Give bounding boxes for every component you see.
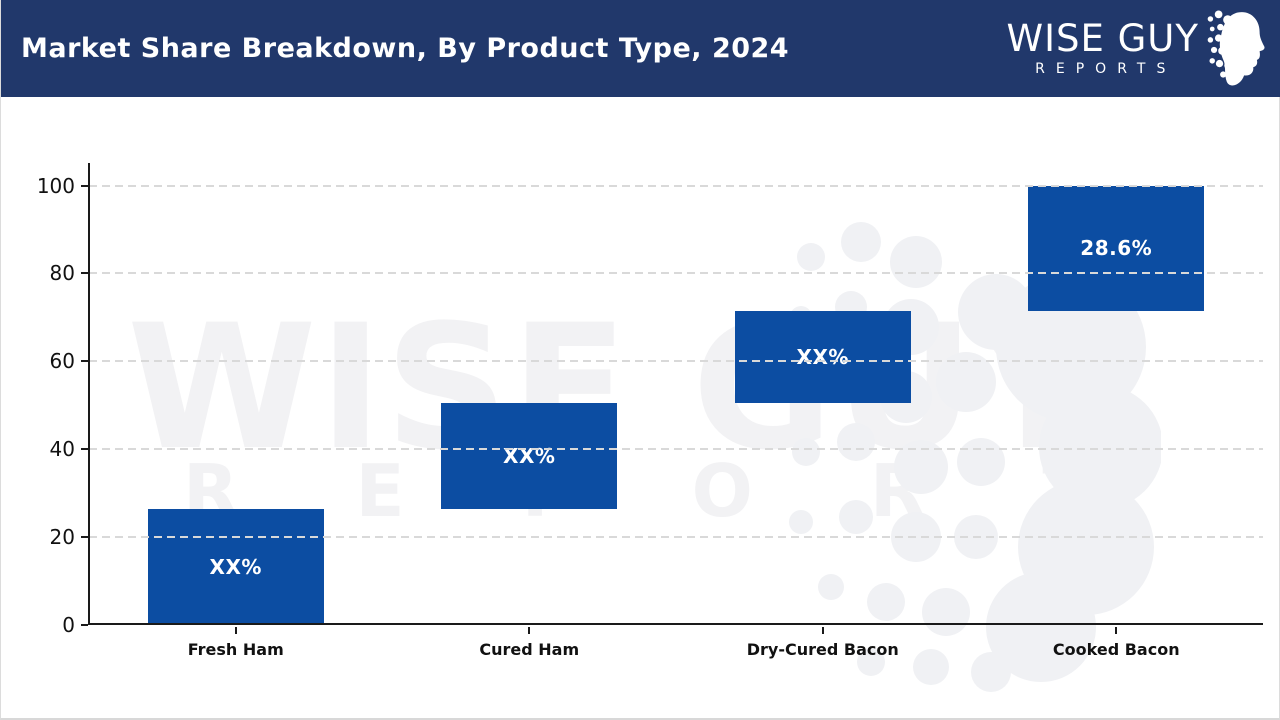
y-tick-mark-60 [81,360,88,363]
bar-value-label: 28.6% [1080,236,1153,261]
header-banner: Market Share Breakdown, By Product Type,… [1,0,1280,97]
bar-value-label: XX% [503,444,556,468]
x-category-label-cured-ham: Cured Ham [479,640,580,659]
logo-wordmark: WISE GUY REPORTS [1006,17,1199,77]
gridline-100 [89,184,1263,187]
x-tick-mark-cured-ham [528,627,531,634]
page-title: Market Share Breakdown, By Product Type,… [21,33,790,64]
bar-cured-ham: XX% [441,403,618,509]
y-tick-label-80: 80 [49,261,75,286]
y-tick-mark-0 [81,624,88,626]
bar-dry-cured-bacon: XX% [734,311,911,404]
y-tick-mark-40 [81,448,88,451]
y-tick-label-40: 40 [49,437,75,462]
bar-cooked-bacon: 28.6% [1028,185,1205,312]
chart-area: WISE GUY R E P O R T S 020406080100XX%Fr… [1,97,1280,717]
logo-wordmark-line2: REPORTS [1035,60,1177,77]
x-tick-mark-cooked-bacon [1115,627,1118,634]
gridline-60 [89,360,1263,363]
bar-value-label: XX% [796,345,849,370]
brand-logo: WISE GUY REPORTS [1007,8,1267,90]
y-tick-label-60: 60 [49,349,75,374]
y-tick-label-100: 100 [36,173,75,198]
logo-wordmark-line1: WISE GUY [1006,17,1199,61]
y-tick-mark-20 [81,536,88,539]
x-tick-mark-fresh-ham [234,627,237,634]
y-axis [88,163,90,624]
bar-fresh-ham: XX% [147,508,324,625]
gridline-20 [89,536,1263,539]
x-category-label-cooked-bacon: Cooked Bacon [1052,640,1180,659]
bar-value-label: XX% [209,554,262,579]
gridline-80 [89,272,1263,275]
x-category-label-dry-cured-bacon: Dry-Cured Bacon [746,640,899,659]
y-tick-mark-100 [81,184,88,187]
gridline-40 [89,448,1263,451]
x-axis [88,623,1263,625]
y-tick-mark-80 [81,272,88,275]
logo-head-icon [1207,10,1265,85]
x-tick-mark-dry-cured-bacon [821,627,824,634]
x-category-label-fresh-ham: Fresh Ham [187,640,284,659]
y-tick-label-20: 20 [49,525,75,550]
y-tick-label-0: 0 [62,613,75,637]
